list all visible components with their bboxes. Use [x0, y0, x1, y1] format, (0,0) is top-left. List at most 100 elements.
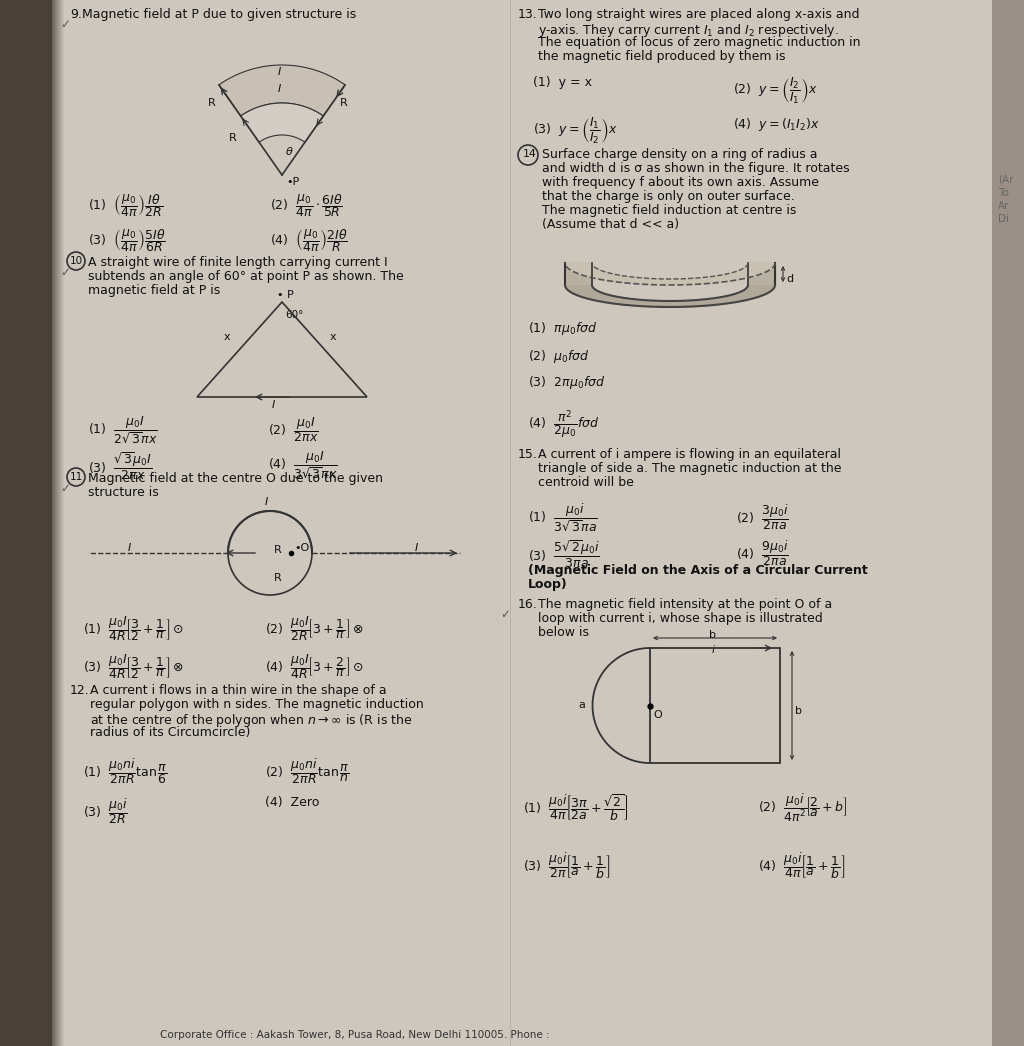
- Text: $\theta$: $\theta$: [285, 145, 294, 157]
- Polygon shape: [219, 65, 345, 116]
- Text: b: b: [795, 705, 802, 715]
- Text: (3)  $\left(\dfrac{\mu_0}{4\pi}\right)\dfrac{5I\theta}{6R}$: (3) $\left(\dfrac{\mu_0}{4\pi}\right)\df…: [88, 227, 166, 254]
- Text: (1)  $\pi\mu_0 f\sigma d$: (1) $\pi\mu_0 f\sigma d$: [528, 320, 597, 337]
- Text: R: R: [274, 545, 282, 555]
- Text: 9.: 9.: [70, 8, 82, 21]
- Text: A straight wire of finite length carrying current I: A straight wire of finite length carryin…: [88, 256, 388, 269]
- Text: 13.: 13.: [518, 8, 538, 21]
- Text: Surface charge density on a ring of radius a: Surface charge density on a ring of radi…: [542, 147, 817, 161]
- Text: (1)  $\dfrac{\mu_0 I}{2\sqrt{3}\pi x}$: (1) $\dfrac{\mu_0 I}{2\sqrt{3}\pi x}$: [88, 415, 158, 446]
- Text: (2)  $\dfrac{\mu_0 I}{2\pi x}$: (2) $\dfrac{\mu_0 I}{2\pi x}$: [268, 415, 318, 444]
- Text: (1)  $\dfrac{\mu_0 i}{3\sqrt{3}\pi a}$: (1) $\dfrac{\mu_0 i}{3\sqrt{3}\pi a}$: [528, 502, 598, 535]
- Text: • P: • P: [278, 290, 294, 300]
- Text: centroid will be: centroid will be: [538, 476, 634, 488]
- Text: x: x: [330, 332, 337, 342]
- Text: Ar: Ar: [998, 201, 1010, 211]
- Text: (3)  $\dfrac{5\sqrt{2}\mu_0 i}{3\pi a}$: (3) $\dfrac{5\sqrt{2}\mu_0 i}{3\pi a}$: [528, 538, 600, 570]
- Text: (Magnetic Field on the Axis of a Circular Current: (Magnetic Field on the Axis of a Circula…: [528, 564, 867, 577]
- Bar: [992, 0, 1024, 1046]
- Text: R: R: [274, 573, 282, 583]
- Polygon shape: [565, 263, 775, 285]
- Text: (4)  $\dfrac{9\mu_0 i}{2\pi a}$: (4) $\dfrac{9\mu_0 i}{2\pi a}$: [736, 538, 788, 568]
- Text: structure is: structure is: [88, 486, 159, 499]
- Text: I: I: [128, 543, 131, 553]
- Text: (4)  $\dfrac{\mu_0 i}{4\pi}\!\left[\dfrac{1}{a}+\dfrac{1}{b}\right]$: (4) $\dfrac{\mu_0 i}{4\pi}\!\left[\dfrac…: [758, 850, 846, 881]
- Bar: [0, 0, 52, 1046]
- Text: ✓: ✓: [60, 18, 70, 31]
- Text: 15.: 15.: [518, 448, 538, 461]
- Text: 16.: 16.: [518, 598, 538, 611]
- Text: (2)  $\dfrac{\mu_0 ni}{2\pi R}\tan\dfrac{\pi}{n}$: (2) $\dfrac{\mu_0 ni}{2\pi R}\tan\dfrac{…: [265, 756, 350, 786]
- Text: (2)  $\dfrac{\mu_0 I}{2R}\!\left[3+\dfrac{1}{\pi}\right]\otimes$: (2) $\dfrac{\mu_0 I}{2R}\!\left[3+\dfrac…: [265, 614, 364, 643]
- Text: (3)  $y = \left(\dfrac{I_1}{I_2}\right)x$: (3) $y = \left(\dfrac{I_1}{I_2}\right)x$: [534, 116, 617, 146]
- Text: and width d is σ as shown in the figure. It rotates: and width d is σ as shown in the figure.…: [542, 162, 850, 175]
- Text: (4)  $y = (I_1 I_2)x$: (4) $y = (I_1 I_2)x$: [733, 116, 820, 133]
- Text: regular polygon with n sides. The magnetic induction: regular polygon with n sides. The magnet…: [90, 698, 424, 711]
- Polygon shape: [748, 263, 775, 285]
- Text: magnetic field at P is: magnetic field at P is: [88, 285, 220, 297]
- Text: at the centre of the polygon when $n\to\infty$ is (R is the: at the centre of the polygon when $n\to\…: [90, 712, 413, 729]
- Text: R: R: [228, 134, 237, 143]
- Text: i: i: [712, 645, 715, 655]
- Polygon shape: [565, 263, 592, 285]
- Text: 60°: 60°: [285, 310, 303, 320]
- Text: The magnetic field induction at centre is: The magnetic field induction at centre i…: [542, 204, 797, 217]
- Text: (4)  Zero: (4) Zero: [265, 796, 319, 809]
- Text: below is: below is: [538, 626, 589, 639]
- Text: (4)  $\dfrac{\mu_0 I}{3\sqrt{3}\pi x}$: (4) $\dfrac{\mu_0 I}{3\sqrt{3}\pi x}$: [268, 450, 338, 481]
- Text: 10: 10: [70, 256, 83, 266]
- Text: y-axis. They carry current $I_1$ and $I_2$ respectively.: y-axis. They carry current $I_1$ and $I_…: [538, 22, 839, 39]
- Text: (Assume that d << a): (Assume that d << a): [542, 218, 679, 231]
- Text: that the charge is only on outer surface.: that the charge is only on outer surface…: [542, 190, 795, 203]
- Text: (2)  $\dfrac{\mu_0 i}{4\pi^2}\!\left[\dfrac{2}{a}+b\right]$: (2) $\dfrac{\mu_0 i}{4\pi^2}\!\left[\dfr…: [758, 792, 848, 824]
- Text: R: R: [208, 98, 216, 109]
- Text: x: x: [224, 332, 230, 342]
- Text: loop with current i, whose shape is illustrated: loop with current i, whose shape is illu…: [538, 612, 822, 626]
- Text: •O: •O: [294, 543, 309, 553]
- Text: I: I: [272, 400, 275, 410]
- Text: (4)  $\dfrac{\pi^2}{2\mu_0} f\sigma d$: (4) $\dfrac{\pi^2}{2\mu_0} f\sigma d$: [528, 408, 599, 440]
- Text: (1)  $\dfrac{\mu_0 I}{4R}\!\left[\dfrac{3}{2}+\dfrac{1}{\pi}\right]\odot$: (1) $\dfrac{\mu_0 I}{4R}\!\left[\dfrac{3…: [83, 614, 184, 643]
- Text: Two long straight wires are placed along x-axis and: Two long straight wires are placed along…: [538, 8, 859, 21]
- Text: radius of its Circumcircle): radius of its Circumcircle): [90, 726, 251, 740]
- Text: I: I: [415, 543, 418, 553]
- Text: (4)  $\left(\dfrac{\mu_0}{4\pi}\right)\dfrac{2I\theta}{R}$: (4) $\left(\dfrac{\mu_0}{4\pi}\right)\df…: [270, 227, 348, 254]
- Text: Loop): Loop): [528, 578, 567, 591]
- Text: b: b: [709, 630, 716, 640]
- Text: (3)  $\dfrac{\mu_0 i}{2R}$: (3) $\dfrac{\mu_0 i}{2R}$: [83, 796, 128, 826]
- Text: with frequency f about its own axis. Assume: with frequency f about its own axis. Ass…: [542, 176, 819, 189]
- Text: (3)  $\dfrac{\mu_0 i}{2\pi}\!\left[\dfrac{1}{a}+\dfrac{1}{b}\right]$: (3) $\dfrac{\mu_0 i}{2\pi}\!\left[\dfrac…: [523, 850, 610, 881]
- Text: the magnetic field produced by them is: the magnetic field produced by them is: [538, 50, 785, 63]
- Text: (2)  $\dfrac{3\mu_0 i}{2\pi a}$: (2) $\dfrac{3\mu_0 i}{2\pi a}$: [736, 502, 788, 532]
- Text: A current i flows in a thin wire in the shape of a: A current i flows in a thin wire in the …: [90, 684, 387, 697]
- Text: I: I: [278, 67, 282, 77]
- Text: a: a: [579, 701, 586, 710]
- Text: 12.: 12.: [70, 684, 90, 697]
- Polygon shape: [565, 285, 775, 306]
- Text: (2)  $\mu_0 f\sigma d$: (2) $\mu_0 f\sigma d$: [528, 348, 590, 365]
- Text: Corporate Office : Aakash Tower, 8, Pusa Road, New Delhi 110005. Phone :: Corporate Office : Aakash Tower, 8, Pusa…: [160, 1030, 550, 1040]
- Text: (1)  y = x: (1) y = x: [534, 76, 592, 89]
- Text: 11: 11: [70, 472, 83, 482]
- Text: I: I: [278, 84, 282, 94]
- Text: ✓: ✓: [60, 266, 70, 279]
- Text: Magnetic field at P due to given structure is: Magnetic field at P due to given structu…: [82, 8, 356, 21]
- Text: O: O: [653, 709, 662, 720]
- Text: (2)  $y = \left(\dfrac{I_2}{I_1}\right)x$: (2) $y = \left(\dfrac{I_2}{I_1}\right)x$: [733, 76, 817, 106]
- Text: ✓: ✓: [60, 482, 70, 495]
- Text: (1)  $\dfrac{\mu_0 i}{4\pi}\!\left[\dfrac{3\pi}{2a}+\dfrac{\sqrt{2}}{b}\right]$: (1) $\dfrac{\mu_0 i}{4\pi}\!\left[\dfrac…: [523, 792, 629, 823]
- Text: Magnetic field at the centre O due to the given: Magnetic field at the centre O due to th…: [88, 472, 383, 485]
- Text: (1)  $\left(\dfrac{\mu_0}{4\pi}\right)\dfrac{I\theta}{2R}$: (1) $\left(\dfrac{\mu_0}{4\pi}\right)\df…: [88, 192, 163, 219]
- Text: To: To: [998, 188, 1009, 198]
- Text: 14: 14: [523, 149, 537, 159]
- Text: (1)  $\dfrac{\mu_0 ni}{2\pi R}\tan\dfrac{\pi}{6}$: (1) $\dfrac{\mu_0 ni}{2\pi R}\tan\dfrac{…: [83, 756, 168, 786]
- Text: ✓: ✓: [500, 608, 510, 621]
- Text: (3)  $2\pi\mu_0 f\sigma d$: (3) $2\pi\mu_0 f\sigma d$: [528, 374, 605, 391]
- Text: (3)  $\dfrac{\mu_0 I}{4R}\!\left[\dfrac{3}{2}+\dfrac{1}{\pi}\right]\otimes$: (3) $\dfrac{\mu_0 I}{4R}\!\left[\dfrac{3…: [83, 652, 184, 681]
- Text: Di: Di: [998, 214, 1009, 224]
- Text: triangle of side a. The magnetic induction at the: triangle of side a. The magnetic inducti…: [538, 462, 842, 475]
- Text: I: I: [265, 497, 268, 507]
- Text: (Ar: (Ar: [998, 175, 1014, 185]
- Text: R: R: [340, 98, 348, 109]
- Text: The equation of locus of zero magnetic induction in: The equation of locus of zero magnetic i…: [538, 36, 860, 49]
